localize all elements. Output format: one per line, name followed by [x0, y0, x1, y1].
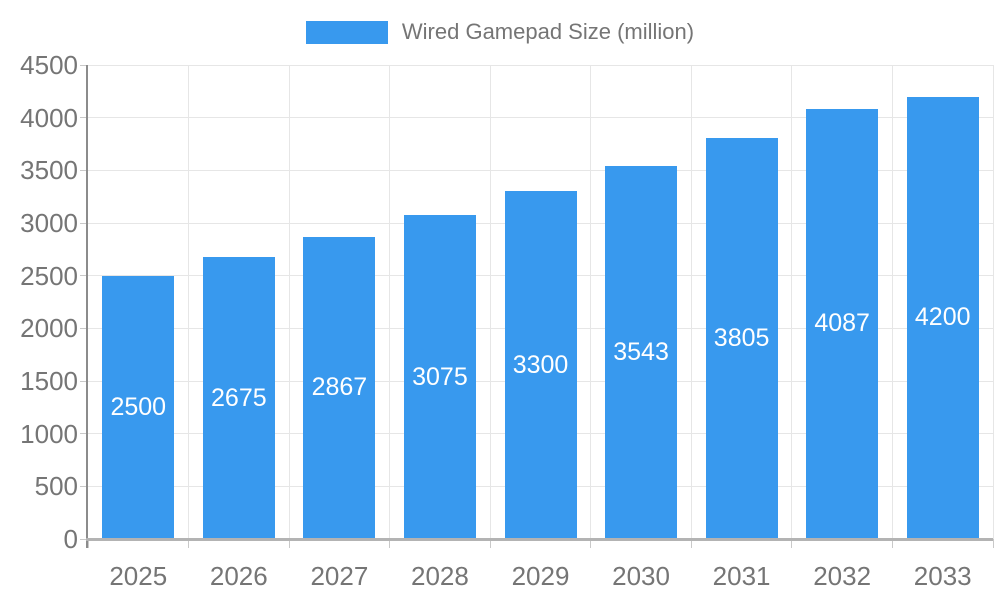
x-axis-line: [86, 538, 993, 541]
bar-value-label: 4087: [814, 309, 870, 338]
x-axis-tick: [489, 539, 491, 548]
bar-2025[interactable]: 2500: [102, 275, 175, 539]
y-axis-label: 3500: [20, 155, 78, 186]
gridline-vertical: [590, 65, 592, 539]
bar-value-label: 4200: [914, 303, 971, 332]
y-axis-label: 4000: [20, 102, 78, 133]
x-axis-label: 2030: [612, 561, 670, 591]
y-axis-tick: [80, 169, 88, 171]
x-axis-tick: [891, 539, 893, 548]
y-axis-label: 0: [63, 524, 78, 554]
bar-value-label: 3805: [713, 324, 770, 353]
y-axis-tick: [80, 538, 88, 540]
x-axis-tick: [288, 539, 290, 548]
legend-swatch: [305, 20, 388, 44]
bar-2031[interactable]: 3805: [705, 138, 778, 539]
gridline-vertical: [891, 65, 893, 539]
x-axis-tick: [87, 539, 89, 548]
legend-label: Wired Gamepad Size (million): [401, 19, 695, 44]
bar-2030[interactable]: 3543: [605, 165, 678, 539]
gridline-vertical: [288, 65, 290, 539]
gridline-vertical: [690, 65, 692, 539]
gridline-vertical: [489, 65, 491, 539]
y-axis-tick: [80, 485, 88, 487]
gridline-horizontal: [88, 117, 993, 119]
bar-2026[interactable]: 2675: [202, 257, 275, 539]
x-axis-tick: [188, 539, 190, 548]
y-axis-label: 500: [34, 471, 78, 502]
y-axis-line: [86, 65, 88, 548]
legend-item[interactable]: Wired Gamepad Size (million): [0, 15, 1000, 49]
x-axis-tick: [389, 539, 391, 548]
bar-value-label: 3300: [512, 350, 569, 379]
x-axis-label: 2032: [813, 561, 872, 591]
y-axis-label: 2000: [20, 313, 78, 344]
bar-2033[interactable]: 4200: [906, 96, 979, 539]
gridline-vertical: [992, 65, 994, 539]
y-axis-tick: [80, 275, 88, 277]
y-axis-tick: [80, 222, 88, 224]
bar-value-label: 3075: [412, 362, 468, 391]
x-axis-tick: [690, 539, 692, 548]
y-axis-tick: [80, 64, 88, 66]
y-axis-tick: [80, 327, 88, 329]
x-axis-tick: [992, 539, 994, 548]
bar-2028[interactable]: 3075: [403, 215, 476, 539]
x-axis-label: 2031: [712, 561, 771, 591]
x-axis-label: 2025: [109, 561, 168, 591]
x-axis-label: 2033: [913, 561, 972, 591]
gridline-vertical: [791, 65, 793, 539]
y-axis-label: 4500: [20, 50, 78, 80]
y-axis-tick: [80, 433, 88, 435]
bar-2029[interactable]: 3300: [504, 191, 577, 539]
y-axis-label: 1500: [20, 366, 78, 396]
x-axis-label: 2029: [511, 561, 570, 591]
bar-2027[interactable]: 2867: [303, 237, 376, 539]
gridline-horizontal: [88, 169, 993, 171]
bar-value-label: 2867: [311, 373, 368, 402]
bar-value-label: 2500: [110, 392, 167, 421]
y-axis-tick: [80, 380, 88, 382]
y-axis-tick: [80, 117, 88, 119]
x-axis-label: 2027: [310, 561, 369, 591]
gridline-horizontal: [88, 64, 993, 66]
x-axis-tick: [590, 539, 592, 548]
y-axis-label: 1000: [20, 418, 78, 449]
bar-2032[interactable]: 4087: [806, 108, 879, 539]
bar-value-label: 2675: [211, 383, 267, 412]
gridline-vertical: [188, 65, 190, 539]
x-axis-tick: [791, 539, 793, 548]
gridline-vertical: [389, 65, 391, 539]
x-axis-label: 2028: [411, 561, 469, 591]
y-axis-label: 3000: [20, 208, 78, 238]
bar-value-label: 3543: [613, 337, 669, 366]
y-axis-label: 2500: [20, 260, 78, 291]
x-axis-label: 2026: [209, 561, 268, 591]
